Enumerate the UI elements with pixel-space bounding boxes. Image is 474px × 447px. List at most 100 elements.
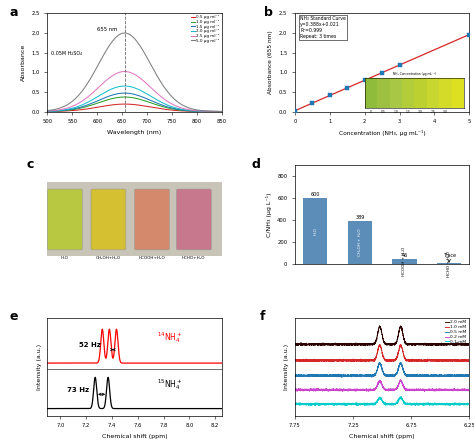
2.0 μg ml⁻¹: [90, 97, 95, 102]
Point: [378, 69, 386, 76]
0.1 mM: [400, 396, 405, 402]
0.2 mM: [436, 387, 442, 392]
1.0 μg ml⁻¹: [45, 109, 50, 114]
0.5 mM: [292, 372, 298, 378]
Text: 46: 46: [401, 253, 408, 257]
Bar: [47, 182, 222, 256]
1.0 mM: [400, 347, 405, 352]
1.5 μg ml⁻¹: [122, 90, 128, 96]
0.1 mM: [466, 401, 472, 406]
Text: $^{14}$NH$_4^+$: $^{14}$NH$_4^+$: [157, 330, 182, 345]
1.0 mM: [292, 358, 298, 363]
Line: 0.1 mM: 0.1 mM: [295, 397, 469, 405]
Text: HCHO+H₂O: HCHO+H₂O: [182, 256, 206, 260]
5.0 μg ml⁻¹: [122, 30, 128, 36]
0.1 mM: [436, 401, 442, 407]
Text: H₂O: H₂O: [61, 256, 69, 260]
5.0 μg ml⁻¹: [219, 109, 225, 114]
2.0 μg ml⁻¹: [147, 93, 153, 99]
X-axis label: Chemical shift (ppm): Chemical shift (ppm): [349, 434, 415, 439]
0.5 μg ml⁻¹: [45, 109, 50, 114]
Point: [291, 107, 299, 114]
1.0 μg ml⁻¹: [75, 106, 81, 111]
Line: 2.0 mM: 2.0 mM: [295, 326, 469, 346]
1.0 μg ml⁻¹: [122, 94, 128, 100]
Text: CH₃OH + H₂O: CH₃OH + H₂O: [358, 228, 362, 256]
2.0 μg ml⁻¹: [161, 101, 167, 106]
FancyBboxPatch shape: [176, 189, 211, 250]
1.0 μg ml⁻¹: [90, 102, 95, 108]
0.5 μg ml⁻¹: [124, 101, 129, 107]
0.2 mM: [314, 387, 320, 392]
FancyBboxPatch shape: [47, 189, 82, 250]
2.5 μg ml⁻¹: [90, 91, 95, 96]
2.0 mM: [451, 343, 457, 349]
2.0 mM: [400, 329, 405, 335]
0.5 mM: [314, 372, 320, 378]
0.5 μg ml⁻¹: [161, 106, 167, 112]
1.5 μg ml⁻¹: [90, 101, 95, 106]
0.5 μg ml⁻¹: [122, 101, 128, 107]
0.5 mM: [397, 360, 403, 365]
0.5 μg ml⁻¹: [147, 104, 153, 110]
2.0 mM: [392, 342, 398, 347]
1.0 μg ml⁻¹: [219, 109, 225, 114]
5.0 μg ml⁻¹: [147, 61, 153, 67]
Line: 2.0 μg ml⁻¹: 2.0 μg ml⁻¹: [47, 86, 222, 111]
Text: c: c: [27, 158, 34, 171]
1.0 μg ml⁻¹: [124, 94, 129, 100]
0.5 μg ml⁻¹: [176, 108, 182, 114]
1.0 mM: [392, 356, 398, 362]
1.0 μg ml⁻¹: [161, 104, 167, 110]
5.0 μg ml⁻¹: [90, 73, 95, 78]
Text: 655 nm: 655 nm: [97, 27, 118, 32]
Line: 0.5 mM: 0.5 mM: [295, 363, 469, 377]
2.5 μg ml⁻¹: [124, 69, 129, 74]
2.5 μg ml⁻¹: [176, 105, 182, 110]
Y-axis label: Absorbance (655 nm): Absorbance (655 nm): [268, 30, 273, 94]
Point: [396, 61, 403, 68]
Point: [309, 100, 316, 107]
Line: 0.5 μg ml⁻¹: 0.5 μg ml⁻¹: [47, 104, 222, 111]
Y-axis label: Absorbance: Absorbance: [21, 44, 26, 81]
Text: f: f: [260, 310, 265, 323]
2.0 μg ml⁻¹: [122, 83, 128, 89]
5.0 μg ml⁻¹: [124, 30, 129, 36]
0.5 μg ml⁻¹: [75, 107, 81, 113]
2.0 μg ml⁻¹: [176, 106, 182, 111]
X-axis label: Chemical shift (ppm): Chemical shift (ppm): [102, 434, 167, 439]
Text: 52 Hz: 52 Hz: [79, 342, 101, 348]
Y-axis label: Intensity (a.u.): Intensity (a.u.): [284, 344, 290, 390]
Bar: [303, 198, 328, 264]
0.5 mM: [466, 373, 472, 379]
Text: CH₃OH+H₂O: CH₃OH+H₂O: [96, 256, 121, 260]
2.0 μg ml⁻¹: [219, 109, 225, 114]
1.0 mM: [363, 359, 369, 364]
1.0 μg ml⁻¹: [176, 107, 182, 113]
1.0 mM: [314, 358, 320, 363]
FancyBboxPatch shape: [135, 189, 169, 250]
Point: [326, 92, 334, 99]
Text: b: b: [264, 5, 273, 19]
0.5 mM: [447, 373, 452, 378]
Text: NH₃ Standard Curve
y=0.388x+0.021
R²=0.999
Repeat: 3 times: NH₃ Standard Curve y=0.388x+0.021 R²=0.9…: [300, 17, 346, 39]
1.5 μg ml⁻¹: [161, 103, 167, 109]
0.1 mM: [292, 401, 298, 407]
0.2 mM: [398, 377, 403, 382]
2.5 μg ml⁻¹: [75, 101, 81, 106]
0.2 mM: [447, 387, 452, 392]
1.0 mM: [295, 358, 301, 363]
Line: 2.5 μg ml⁻¹: 2.5 μg ml⁻¹: [47, 72, 222, 111]
5.0 μg ml⁻¹: [176, 100, 182, 105]
Y-axis label: Intensity (a.u.): Intensity (a.u.): [37, 344, 42, 390]
0.5 mM: [295, 373, 301, 378]
0.2 mM: [295, 387, 301, 392]
0.5 mM: [392, 372, 398, 377]
0.1 mM: [314, 401, 320, 406]
Text: 0.05M H₂SO₄: 0.05M H₂SO₄: [51, 51, 82, 55]
0.5 μg ml⁻¹: [90, 105, 95, 111]
1.0 mM: [436, 358, 442, 363]
0.1 mM: [399, 394, 404, 400]
Text: $^{15}$NH$_4^+$: $^{15}$NH$_4^+$: [157, 377, 182, 392]
1.5 μg ml⁻¹: [75, 105, 81, 110]
